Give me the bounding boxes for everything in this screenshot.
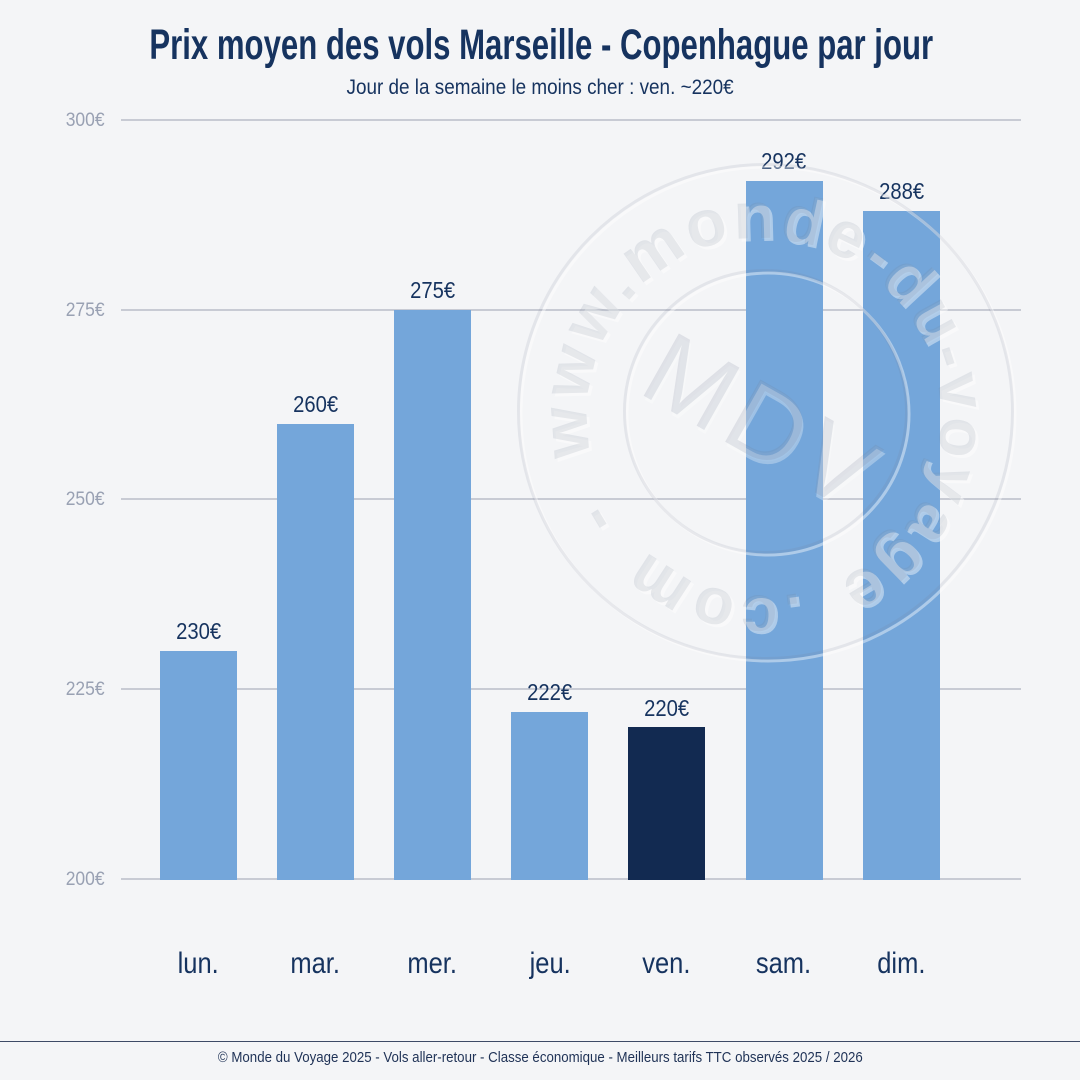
svg-text:MDV: MDV	[625, 312, 902, 537]
